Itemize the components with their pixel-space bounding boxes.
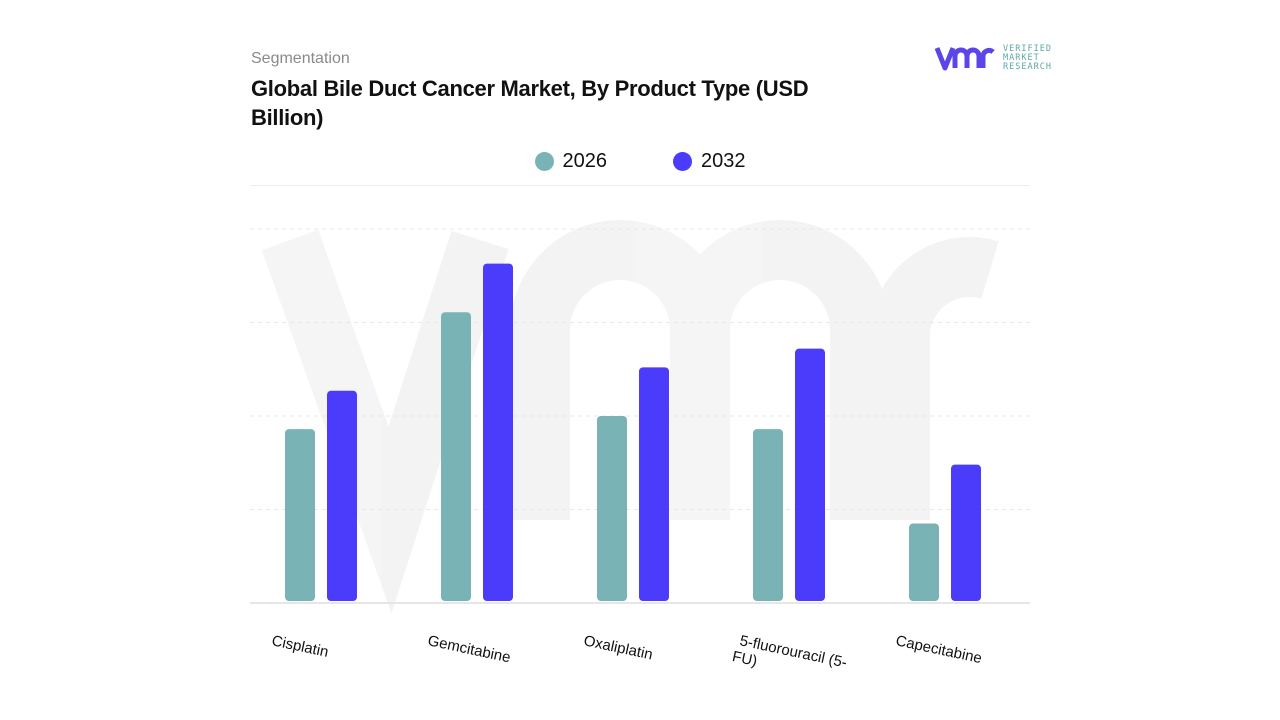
bar-2032-4[interactable]	[951, 464, 981, 601]
bar-2026-1[interactable]	[441, 312, 471, 601]
divider	[250, 185, 1030, 186]
bar-2032-1[interactable]	[483, 263, 513, 601]
logo-line: MARKET	[1003, 52, 1040, 63]
legend-item-2026[interactable]: 2026	[534, 150, 608, 173]
logo-line: VERIFIED	[1003, 43, 1052, 54]
x-tick-label: Capecitabine	[894, 632, 983, 667]
x-tick-label: Oxaliplatin	[582, 632, 654, 663]
x-tick-label: Gemcitabine	[426, 632, 512, 666]
legend-dot-icon	[534, 152, 554, 171]
vmr-logo-mark-icon	[935, 47, 995, 71]
legend-label: 2032	[701, 150, 746, 172]
bar-2026-4[interactable]	[909, 523, 939, 601]
x-tick-label: Cisplatin	[270, 632, 330, 661]
vmr-logo: VERIFIED MARKET RESEARCH	[935, 44, 1052, 72]
logo-line: RESEARCH	[1003, 61, 1052, 72]
segment-label: Segmentation	[251, 50, 350, 67]
legend-dot-icon	[673, 152, 692, 171]
bar-2026-2[interactable]	[597, 416, 627, 601]
chart-title: Global Bile Duct Cancer Market, By Produ…	[251, 76, 809, 130]
x-tick-label: 5-fluorouracil (5-FU)	[731, 631, 849, 688]
bar-2026-0[interactable]	[285, 429, 315, 601]
legend-label: 2026	[562, 150, 608, 172]
legend-item-2032[interactable]: 2032	[673, 150, 746, 173]
bar-2026-3[interactable]	[753, 429, 783, 601]
bar-2032-3[interactable]	[795, 348, 825, 601]
bar-2032-2[interactable]	[639, 367, 669, 601]
bar-2032-0[interactable]	[327, 390, 357, 601]
legend: 2026 2032	[0, 150, 1280, 173]
